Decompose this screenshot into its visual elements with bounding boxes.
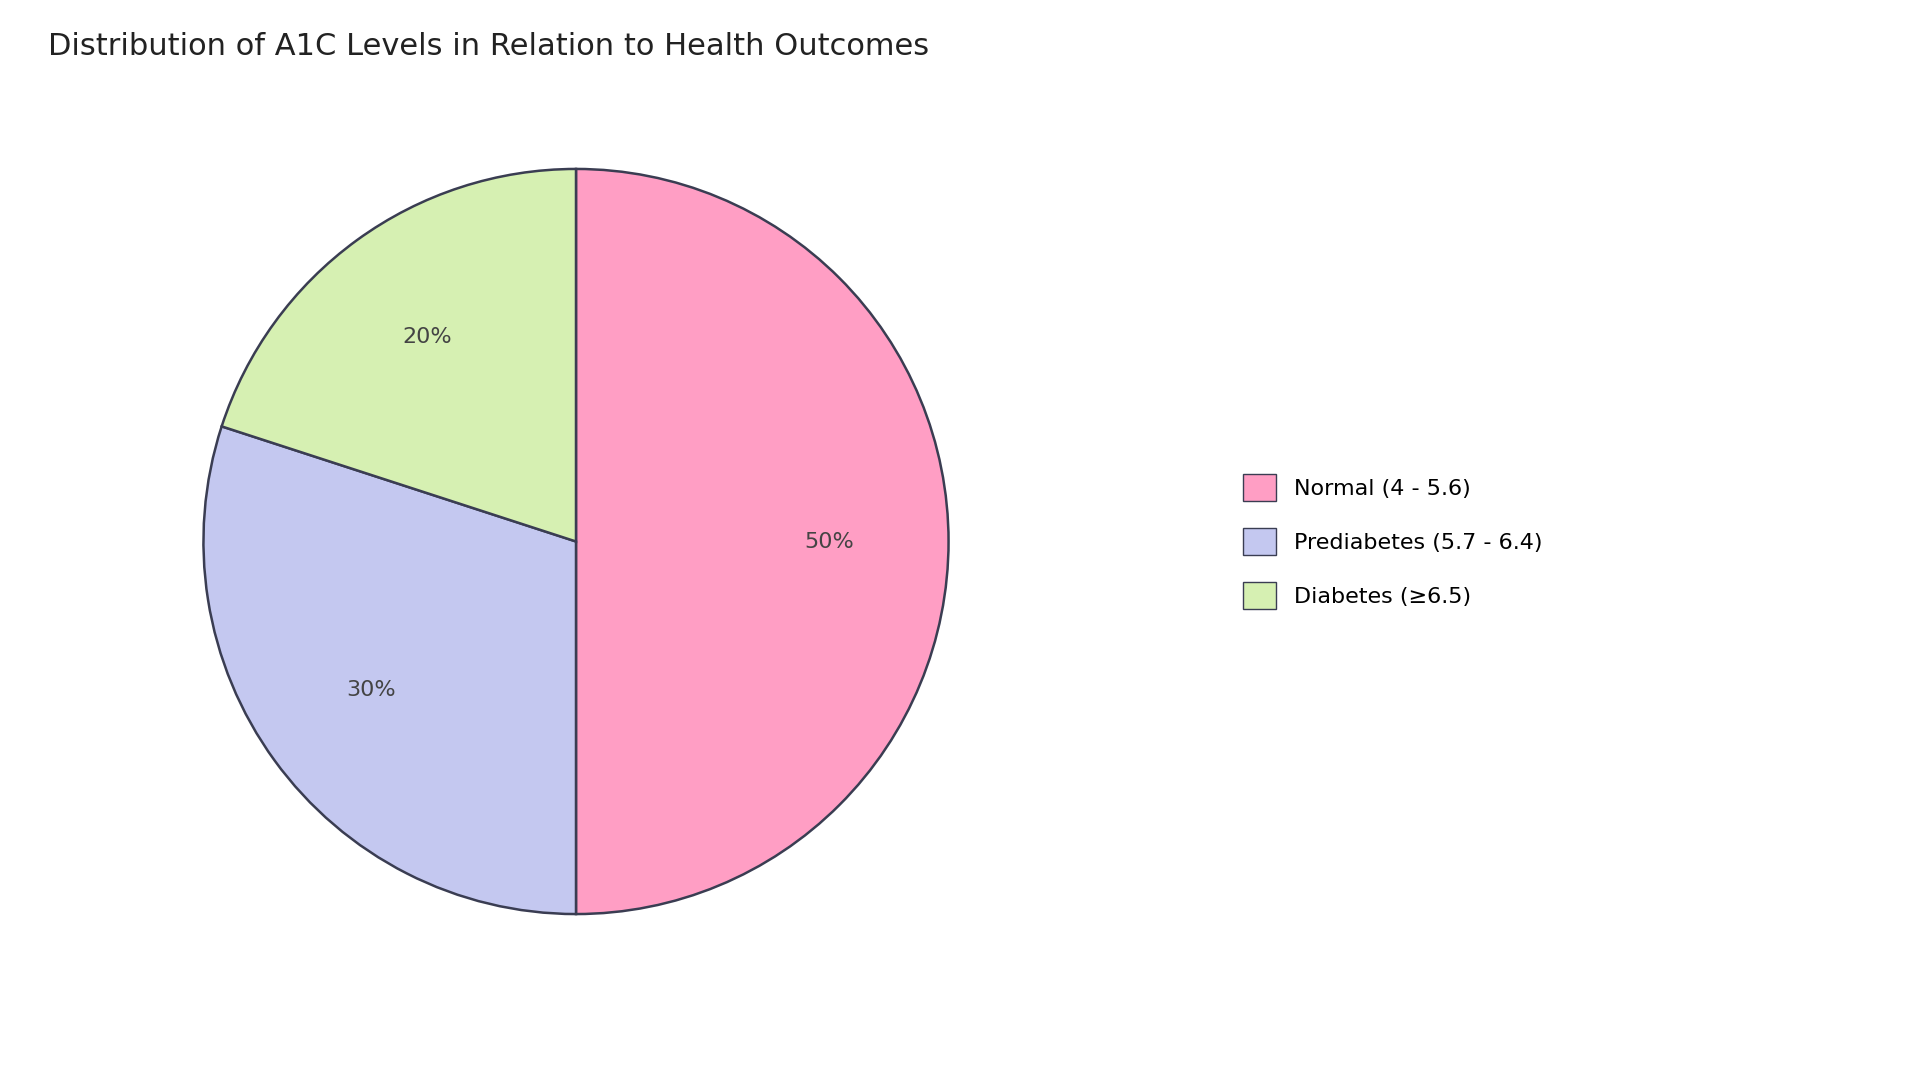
Legend: Normal (4 - 5.6), Prediabetes (5.7 - 6.4), Diabetes (≥6.5): Normal (4 - 5.6), Prediabetes (5.7 - 6.4… bbox=[1221, 452, 1565, 631]
Wedge shape bbox=[576, 169, 948, 914]
Text: 50%: 50% bbox=[804, 532, 854, 551]
Text: Distribution of A1C Levels in Relation to Health Outcomes: Distribution of A1C Levels in Relation t… bbox=[48, 32, 929, 62]
Text: 30%: 30% bbox=[346, 680, 396, 701]
Text: 20%: 20% bbox=[403, 327, 451, 347]
Wedge shape bbox=[221, 169, 576, 542]
Wedge shape bbox=[204, 427, 576, 914]
